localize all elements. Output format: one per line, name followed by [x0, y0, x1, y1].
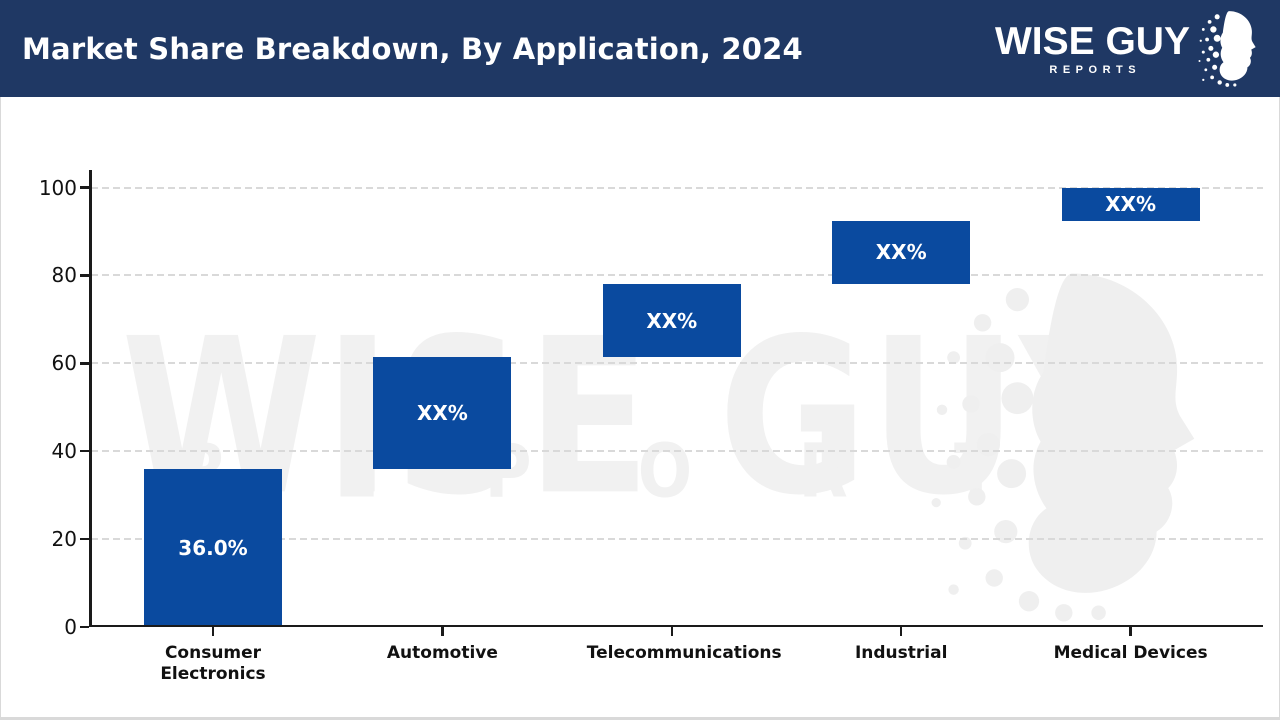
x-axis-line: [89, 624, 1263, 627]
bar-telecommunications: XX%: [602, 284, 741, 357]
gridline: [91, 186, 1263, 189]
bar-value-label: XX%: [1105, 192, 1157, 217]
header: Market Share Breakdown, By Application, …: [0, 0, 1280, 97]
x-axis-label: Telecommunications: [586, 643, 782, 663]
x-axis-labels: Consumer Electronics Automotive Telecommun…: [89, 643, 1263, 703]
gridline: [91, 274, 1263, 277]
bar-value-label: XX%: [646, 308, 698, 333]
y-axis-line: [89, 170, 92, 627]
y-tick-label: 40: [51, 439, 77, 464]
x-axis-label: Industrial: [854, 643, 948, 663]
chart-title: Market Share Breakdown, By Application, …: [22, 31, 803, 66]
y-tick: [80, 625, 89, 629]
bar-value-label: 36.0%: [178, 535, 248, 560]
x-tick: [899, 627, 903, 636]
bar-medical-devices: XX%: [1061, 187, 1200, 221]
y-tick-label: 80: [51, 263, 77, 288]
y-tick-label: 100: [38, 175, 77, 200]
bar-value-label: XX%: [875, 240, 927, 265]
y-tick: [80, 186, 89, 189]
x-tick: [211, 627, 215, 636]
y-tick-label: 60: [51, 351, 77, 376]
y-tick: [80, 537, 89, 541]
x-axis-label: Automotive: [386, 643, 498, 663]
bar-industrial: XX%: [832, 220, 971, 285]
logo-wordmark: WISE GUY: [994, 19, 1190, 63]
chart-canvas: WISE GUY R E P O R T S 0 20 40 60 80 100 36.0…: [0, 97, 1280, 720]
gridline: [91, 450, 1263, 453]
x-tick: [441, 627, 444, 636]
x-tick: [670, 627, 674, 636]
y-tick: [80, 274, 89, 277]
y-axis-labels: 0 20 40 60 80 100: [1, 170, 77, 639]
x-tick: [1129, 627, 1132, 636]
bar-automotive: XX%: [373, 356, 512, 469]
bar-value-label: XX%: [416, 400, 468, 425]
logo-face-icon: [1198, 10, 1256, 87]
x-axis-label: Medical Devices: [1053, 643, 1208, 663]
x-axis-label: Consumer Electronics: [160, 643, 266, 685]
logo-text: WISE GUY REPORTS: [995, 22, 1190, 76]
y-tick: [80, 449, 89, 453]
wiseguy-logo: WISE GUY REPORTS: [995, 8, 1258, 90]
logo-subtext: REPORTS: [1049, 63, 1142, 76]
gridline: [91, 362, 1263, 365]
y-tick: [80, 362, 89, 365]
y-tick-label: 0: [64, 615, 77, 639]
bar-consumer-electronics: 36.0%: [144, 468, 282, 627]
y-tick-label: 20: [51, 527, 77, 552]
gridline: [91, 538, 1263, 541]
plot-area: 36.0% XX% XX% XX% XX%: [80, 170, 1263, 636]
